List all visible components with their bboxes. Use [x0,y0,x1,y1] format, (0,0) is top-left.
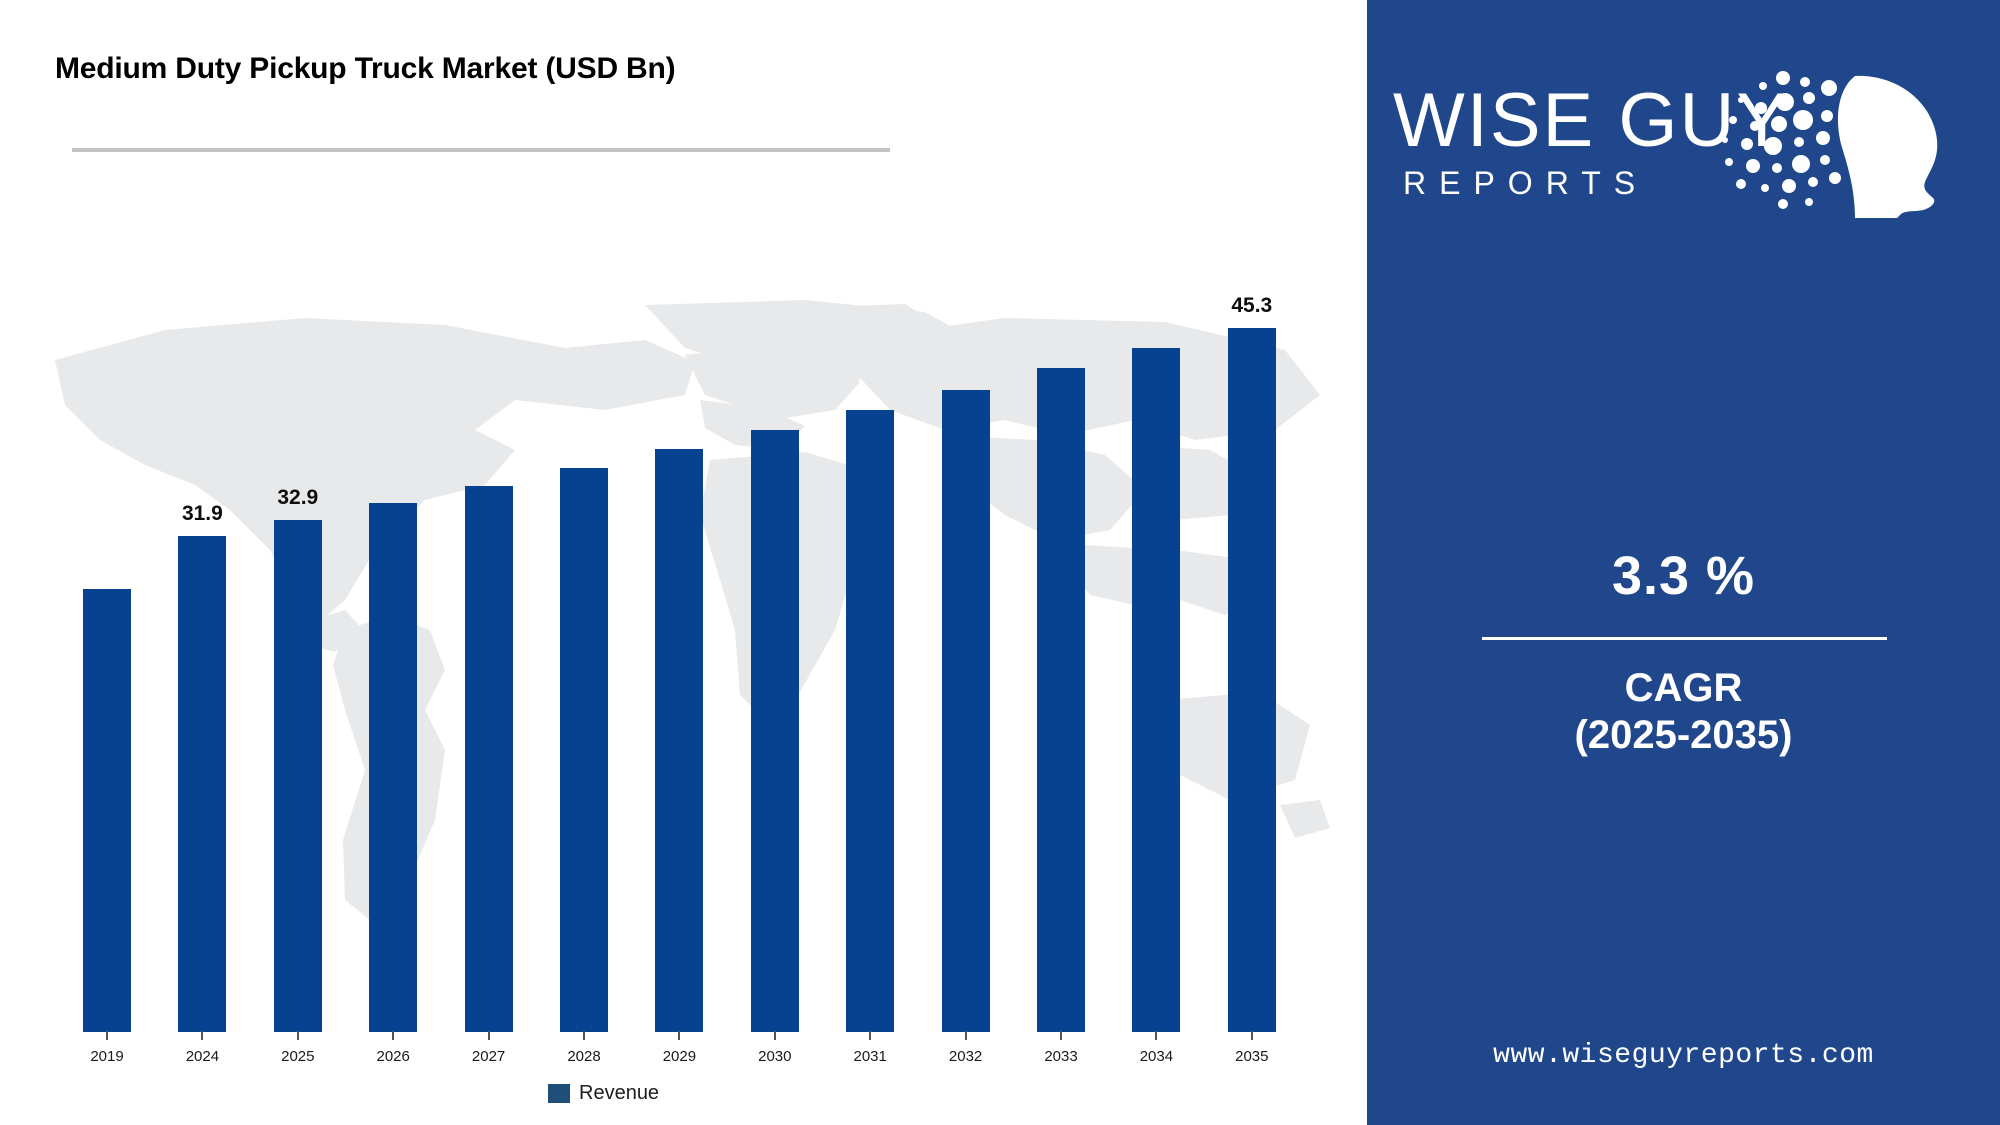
x-axis-tick-mark [296,1031,299,1040]
chart-legend: Revenue [548,1082,659,1105]
chart-panel: Medium Duty Pickup Truck Market (USD Bn) [55,0,1330,1125]
x-axis-tick-mark [201,1031,204,1040]
cagr-divider [1482,637,1887,640]
cagr-label-line2: (2025-2035) [1574,713,1793,758]
title-divider [72,148,890,152]
x-axis-tick-mark [1250,1031,1253,1040]
x-axis-tick-2029: 2029 [662,1048,697,1065]
bar-2034[interactable] [1132,347,1181,1032]
x-axis-tick-2033: 2033 [1044,1048,1078,1065]
bar-group: 2034 [1132,0,1181,1125]
bar-2029[interactable] [655,448,704,1032]
x-axis-tick-2030: 2030 [758,1048,792,1065]
x-axis-tick-2035: 2035 [1235,1048,1269,1065]
bar-chart-plot: 2019 31.9 2024 32.9 2025 2026 2027 2028 2029 2030… [83,0,1276,1125]
x-axis-tick-2032: 2032 [948,1048,983,1065]
bar-group: 2029 [655,0,704,1125]
cagr-label-line1: CAGR [1624,666,1743,710]
x-axis-tick-mark [1060,1031,1062,1040]
bar-group: 2026 [369,0,418,1125]
bar-2027[interactable] [464,486,513,1032]
svg-text:WISE GUY: WISE GUY [1393,78,1789,163]
bar-value-label-2024: 31.9 [181,501,223,525]
bar-2028[interactable] [560,467,608,1032]
x-axis-tick-mark [583,1031,585,1040]
x-axis-tick-2028: 2028 [567,1048,601,1065]
x-axis-tick-mark [678,1031,681,1040]
x-axis-tick-2034: 2034 [1139,1048,1174,1065]
x-axis-tick-2024: 2024 [185,1048,220,1065]
svg-text:REPORTS: REPORTS [1403,165,1648,201]
wiseguyreports-logo: WISE GUY REPORTS [1385,68,1985,218]
x-axis-tick-mark [773,1031,776,1040]
legend-swatch-revenue [548,1084,570,1103]
bar-2032[interactable] [941,389,990,1032]
bar-2024[interactable] [178,535,227,1032]
bar-2019[interactable] [83,588,131,1032]
bar-group: 45.3 2035 [1227,0,1276,1125]
x-axis-tick-mark [487,1031,490,1040]
bar-group: 2027 [464,0,513,1125]
x-axis-tick-mark [392,1031,395,1040]
x-axis-tick-mark [869,1031,872,1040]
bar-value-label-2035: 45.3 [1231,293,1273,317]
legend-label-revenue: Revenue [579,1082,660,1104]
bar-group: 2019 [83,0,131,1125]
bar-2033[interactable] [1037,368,1085,1032]
cagr-value: 3.3 % [1611,546,1756,606]
bar-value-label-2025: 32.9 [277,486,319,510]
bar-2026[interactable] [369,503,418,1032]
x-axis-tick-mark [964,1031,967,1040]
x-axis-tick-2031: 2031 [853,1048,887,1065]
bar-group: 2033 [1037,0,1085,1125]
cagr-label: CAGR (2025-2035) [1367,665,2000,759]
bar-2030[interactable] [750,430,799,1032]
bar-group: 31.9 2024 [178,0,227,1125]
bar-group: 32.9 2025 [273,0,322,1125]
bar-2025[interactable] [273,520,322,1032]
x-axis-tick-mark [106,1031,108,1040]
x-axis-tick-mark [1155,1031,1158,1040]
x-axis-tick-2019: 2019 [90,1048,124,1065]
brand-panel: WISE GUY REPORTS [1367,0,2000,1125]
bar-2031[interactable] [846,410,895,1032]
bar-group: 2031 [846,0,895,1125]
bar-group: 2030 [750,0,799,1125]
bar-group: 2028 [560,0,608,1125]
page-title: Medium Duty Pickup Truck Market (USD Bn) [55,52,676,85]
bar-group: 2032 [941,0,990,1125]
website-url: www.wiseguyreports.com [1493,1040,1874,1071]
x-axis-tick-2027: 2027 [471,1048,506,1065]
bar-2035[interactable] [1227,327,1276,1032]
x-axis-tick-2025: 2025 [281,1048,315,1065]
x-axis-tick-2026: 2026 [376,1048,410,1065]
